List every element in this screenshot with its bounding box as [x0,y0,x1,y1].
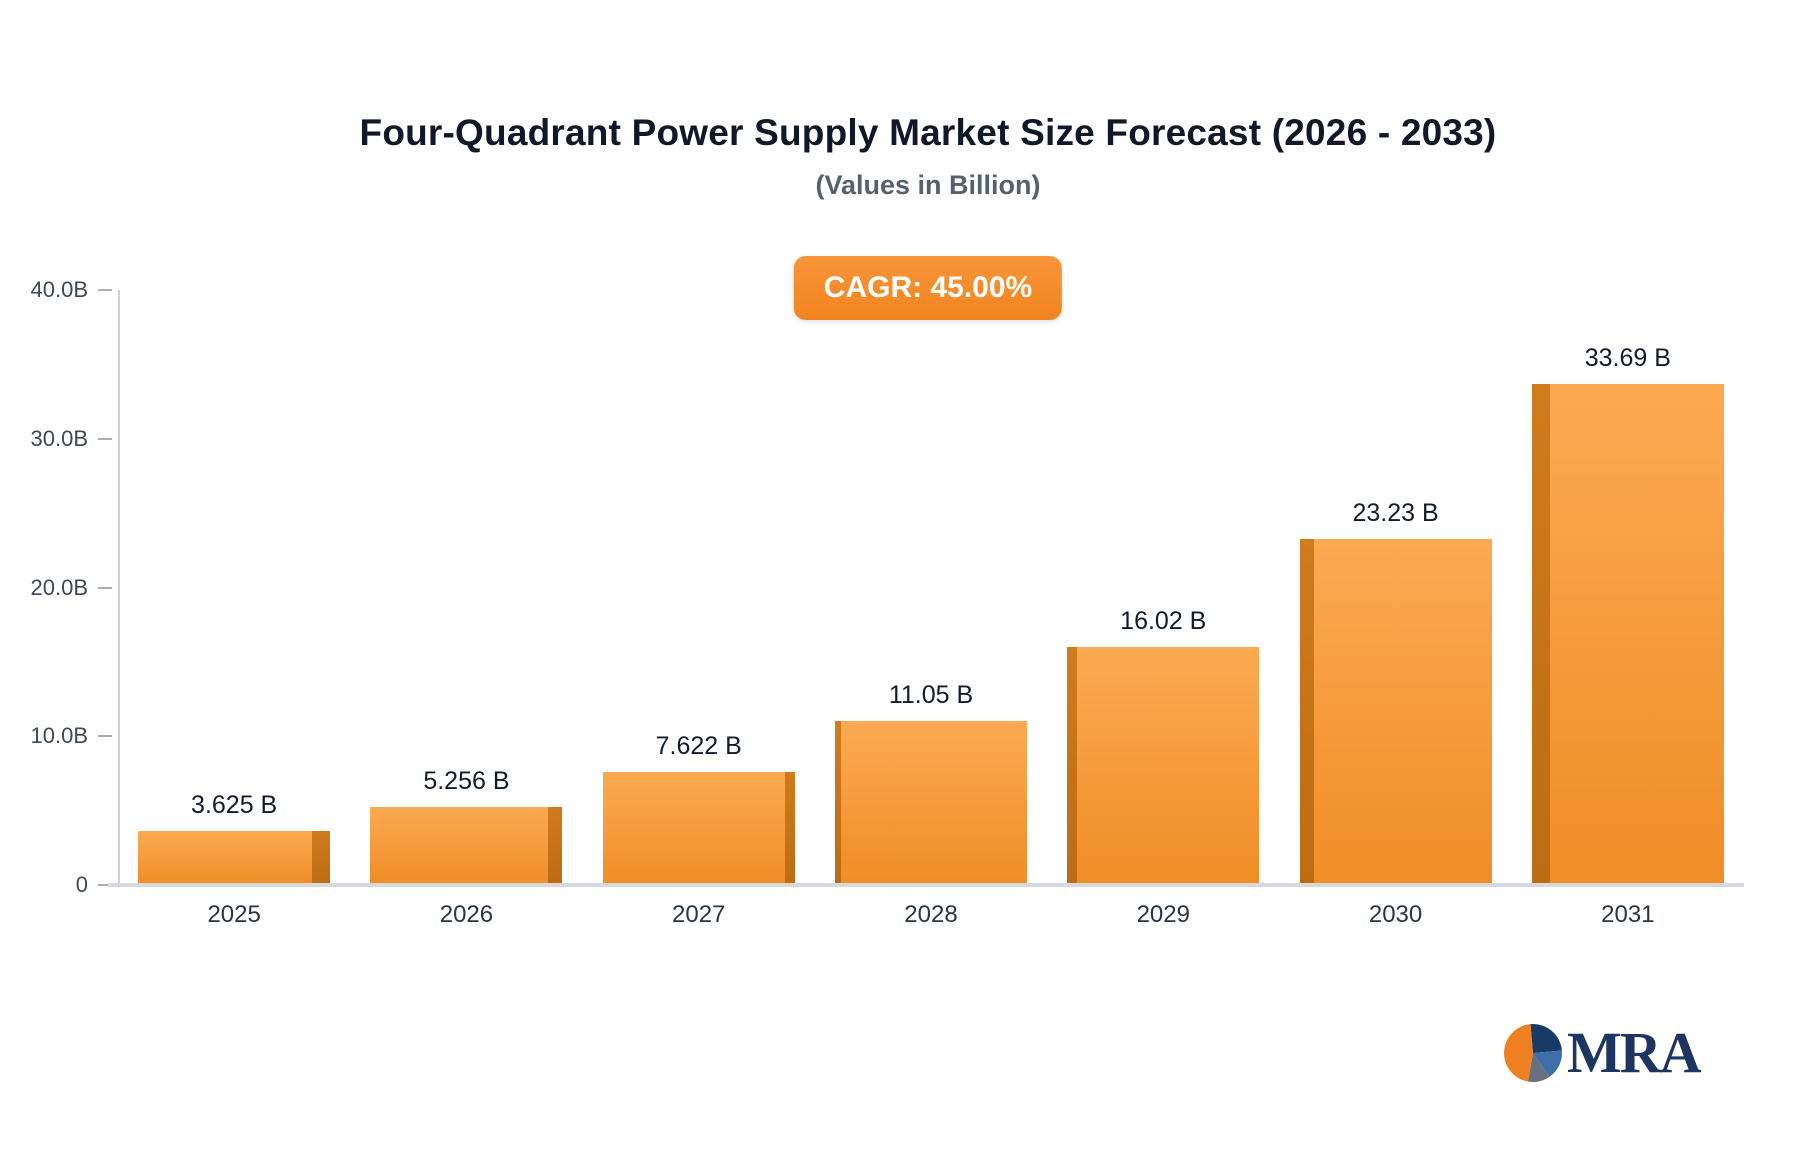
bar-face [840,720,1027,885]
bar-group: 5.256 B [350,290,582,885]
y-tick: 0 [0,872,112,898]
bar-side-shade [784,771,795,885]
bar-group: 7.622 B [583,290,815,885]
bar [834,720,1027,885]
y-tick: 30.0B [0,426,112,452]
bar-side-shade [1067,646,1078,885]
bar-face [1549,383,1724,885]
bar-value-label: 5.256 B [423,766,510,795]
x-axis-label: 2025 [207,901,261,928]
x-axis-label: 2027 [672,901,726,928]
chart-subtitle: (Values in Billion) [815,170,1041,200]
y-tick: 20.0B [0,575,112,601]
x-axis-labels: 2025 2026 2027 2028 2029 2030 2031 [118,901,1744,929]
cagr-badge: CAGR: 45.00% [793,256,1063,320]
y-tick-label: 30.0B [30,425,89,451]
bar-face [602,771,785,885]
y-tick-label: 20.0B [30,574,89,600]
y-tick-mark [98,586,112,589]
x-axis-label: 2030 [1368,901,1423,928]
x-axis-line [108,883,1744,887]
bar [370,806,563,885]
page-title: Four-Quadrant Power Supply Market Size F… [359,112,1497,153]
bar-value-label: 3.625 B [191,791,278,820]
bar [138,831,331,885]
bar-face [1313,539,1492,885]
bar-face [1077,646,1260,885]
bar-group: 3.625 B [118,290,350,885]
mra-logo-icon [1504,1024,1562,1082]
bar-group: 16.02 B [1047,290,1279,885]
bar-value-label: 16.02 B [1120,606,1207,635]
logo-pie-segment [1527,1053,1550,1082]
y-axis-line [118,290,120,885]
bar [602,771,795,885]
logo-pie-segment [1504,1024,1533,1082]
y-tick-mark [98,289,112,291]
bar-value-label: 7.622 B [655,731,742,760]
bar-group: 33.69 B [1512,290,1744,885]
bar-side-shade [834,720,841,885]
bar-value-label: 33.69 B [1584,343,1671,372]
bar [1067,646,1260,885]
bar-chart: 40.0B 30.0B 20.0B 10.0B 0 3.625 B 5.256 B 7.62… [31,277,1744,928]
y-tick: 10.0B [0,723,112,749]
bars-area: 3.625 B 5.256 B 7.622 B 11.05 B 16.02 B 23.23… [118,290,1744,885]
bar-group: 23.23 B [1279,290,1511,885]
bar-value-label: 23.23 B [1352,499,1439,528]
y-tick-mark [98,437,112,440]
bar-side-shade [548,806,563,885]
x-axis-label: 2029 [1136,901,1190,928]
bar-side-shade [1531,383,1550,885]
y-tick-label: 0 [75,872,88,897]
x-axis-label: 2031 [1601,901,1655,928]
bar-group: 11.05 B [815,290,1047,885]
bar-face [370,806,549,885]
y-tick-mark [98,884,112,886]
y-tick-label: 40.0B [30,277,89,302]
y-tick-mark [98,735,112,738]
bar-side-shade [312,831,331,885]
cagr-badge-label: CAGR: 45.00% [823,271,1033,304]
mra-logo: MRA [1502,1020,1702,1085]
bar [1531,383,1724,885]
bar-value-label: 11.05 B [888,680,974,709]
bar [1299,539,1492,885]
logo-pie-segment [1530,1024,1562,1053]
mra-logo-text: MRA [1567,1020,1702,1085]
bar-side-shade [1299,539,1314,885]
y-tick-label: 10.0B [30,723,89,749]
x-axis-label: 2028 [904,901,958,928]
x-axis-label: 2026 [439,901,494,928]
bar-face [138,831,313,885]
y-tick: 40.0B [0,277,112,303]
logo-pie-segment [1533,1050,1562,1077]
